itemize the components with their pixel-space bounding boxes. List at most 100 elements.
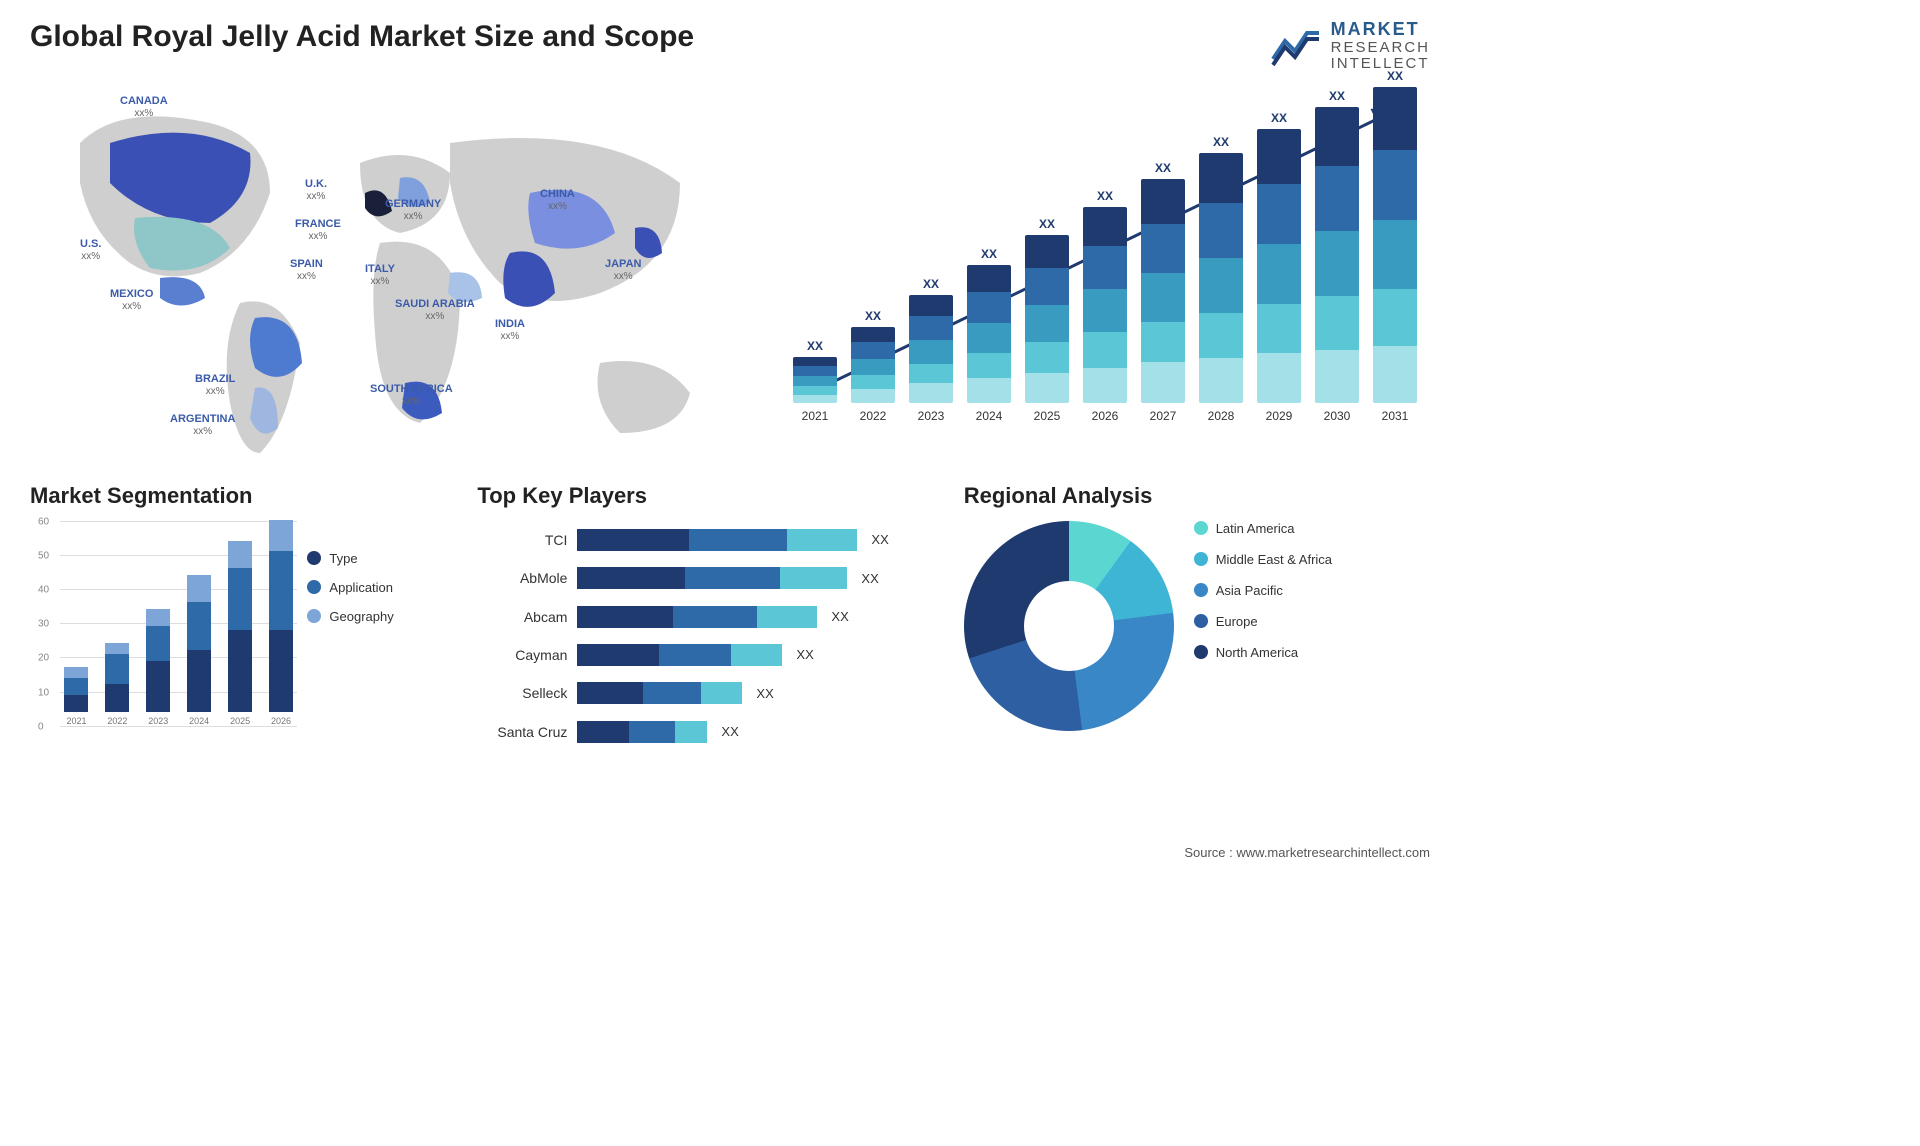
growth-bar-2027: XX2027 [1138,161,1188,423]
seg-segment-geography [269,520,293,551]
player-label-tci: TCI [477,532,567,548]
map-label-u-k-: U.K.xx% [305,178,327,203]
growth-bar-stack [1373,87,1417,403]
map-label-brazil: BRAZILxx% [195,373,235,398]
map-label-canada: CANADAxx% [120,95,168,120]
legend-dot-icon [1194,521,1208,535]
growth-bar-label: XX [923,277,939,291]
map-label-mexico: MEXICOxx% [110,288,153,313]
growth-bar-stack [793,357,837,403]
growth-segment [1025,235,1069,269]
region-legend-north-america: North America [1194,645,1430,660]
growth-year-label: 2025 [1034,409,1061,423]
map-label-france: FRANCExx% [295,218,341,243]
player-value: XX [831,609,848,624]
growth-bar-2026: XX2026 [1080,189,1130,423]
seg-ytick: 20 [38,653,49,664]
legend-dot-icon [1194,614,1208,628]
seg-segment-geography [228,541,252,568]
seg-ytick: 10 [38,687,49,698]
segmentation-chart: 0102030405060 202120222023202420252026 T… [30,521,457,751]
growth-year-label: 2029 [1266,409,1293,423]
growth-segment [1025,305,1069,342]
map-label-india: INDIAxx% [495,318,525,343]
player-segment [787,529,857,551]
player-value: XX [721,724,738,739]
legend-dot-icon [307,551,321,565]
player-value: XX [756,686,773,701]
growth-segment [1083,332,1127,367]
growth-bar-label: XX [1387,69,1403,83]
growth-bar-2021: XX2021 [790,339,840,423]
growth-year-label: 2028 [1208,409,1235,423]
legend-dot-icon [1194,583,1208,597]
player-segment [659,644,731,666]
growth-segment [1199,153,1243,203]
growth-segment [1025,342,1069,372]
player-segment [685,567,780,589]
seg-year-label: 2021 [66,716,86,726]
map-label-italy: ITALYxx% [365,263,395,288]
legend-label: Type [329,551,357,566]
growth-year-label: 2024 [976,409,1003,423]
growth-bar-label: XX [1097,189,1113,203]
growth-bar-label: XX [1155,161,1171,175]
growth-bar-2028: XX2028 [1196,135,1246,423]
player-bar [577,529,857,551]
growth-segment [1025,268,1069,305]
seg-segment-type [105,684,129,711]
growth-segment [1315,107,1359,166]
growth-bar-stack [1199,153,1243,403]
seg-gridline: 0 [60,726,297,727]
growth-bar-label: XX [807,339,823,353]
seg-ytick: 60 [38,516,49,527]
donut-chart [964,521,1174,731]
seg-segment-application [187,602,211,650]
growth-segment [1315,231,1359,296]
seg-ytick: 50 [38,550,49,561]
growth-bar-2029: XX2029 [1254,111,1304,423]
growth-year-label: 2022 [860,409,887,423]
players-title: Top Key Players [477,483,943,509]
growth-segment [1083,246,1127,289]
growth-segment [909,295,953,317]
growth-segment [1083,207,1127,246]
growth-bar-2022: XX2022 [848,309,898,423]
seg-bar-2025: 2025 [224,541,257,726]
seg-segment-application [269,551,293,630]
growth-segment [1373,87,1417,150]
page-title: Global Royal Jelly Acid Market Size and … [30,20,694,54]
growth-segment [909,364,953,383]
growth-bar-2030: XX2030 [1312,89,1362,423]
legend-dot-icon [307,580,321,594]
growth-segment [909,383,953,402]
growth-segment [851,375,895,389]
growth-bar-2031: XX 2031 [1370,69,1420,423]
growth-bar-stack [1257,129,1301,403]
growth-segment [1373,289,1417,346]
growth-segment [1315,350,1359,403]
map-label-china: CHINAxx% [540,188,575,213]
growth-segment [793,357,837,366]
seg-bar-2022: 2022 [101,643,134,725]
growth-segment [1315,296,1359,349]
segmentation-title: Market Segmentation [30,483,457,509]
seg-segment-type [228,630,252,712]
player-label-santa-cruz: Santa Cruz [477,724,567,740]
growth-segment [1141,224,1185,273]
growth-bar-stack [1315,107,1359,403]
growth-bar-stack [1025,235,1069,403]
seg-segment-geography [187,575,211,602]
map-label-argentina: ARGENTINAxx% [170,413,235,438]
player-bar [577,606,817,628]
seg-legend-type: Type [307,551,457,566]
seg-segment-type [64,695,88,712]
seg-year-label: 2024 [189,716,209,726]
growth-segment [1373,346,1417,403]
player-segment [577,529,689,551]
player-row: XX [577,644,943,666]
legend-dot-icon [1194,552,1208,566]
growth-year-label: 2031 [1382,409,1409,423]
player-segment [780,567,848,589]
seg-ytick: 30 [38,619,49,630]
